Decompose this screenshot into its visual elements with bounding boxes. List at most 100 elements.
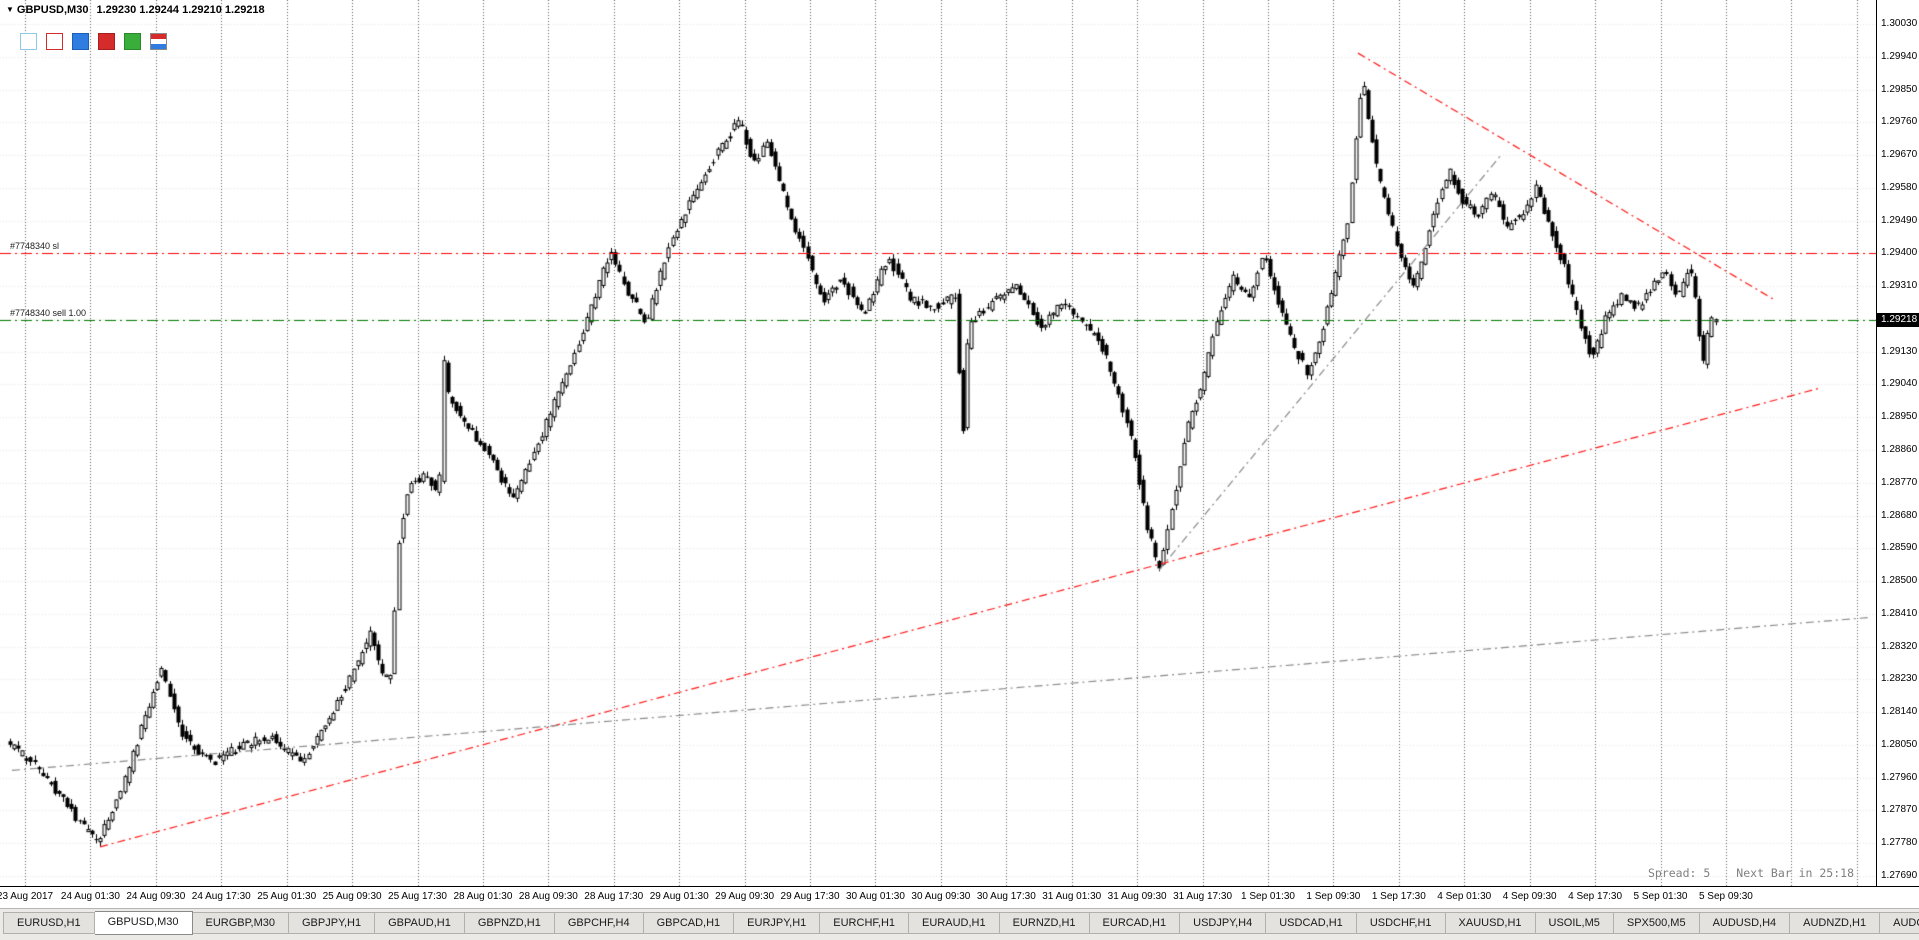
symbol-ohlc-values: 1.29230 1.29244 1.29210 1.29218 [96, 4, 265, 16]
sell-order-line-label[interactable]: #7748340 sell 1.00 [10, 307, 87, 318]
time-axis-label: 1 Sep 17:30 [1371, 891, 1426, 902]
time-axis[interactable]: 23 Aug 2017 24 Aug 01:30 24 Aug 09:30 24 Au… [0, 886, 1919, 908]
price-axis-label: 1.29670 [1881, 149, 1918, 161]
symbol-period-label: GBPUSD,M30 [16, 4, 89, 16]
time-axis-label: 24 Aug 09:30 [126, 891, 186, 902]
price-axis[interactable]: 1.29218 1.30030 1.29940 1.29850 1.29760 1.29… [1876, 0, 1919, 886]
chart-tab-usdjpy-h4[interactable]: USDJPY,H4 [1180, 912, 1267, 934]
chart-tab-eurchf-h1[interactable]: EURCHF,H1 [820, 912, 910, 934]
chart-tab-gbpaud-h1[interactable]: GBPAUD,H1 [375, 912, 465, 934]
chart-tab-usoil-m5[interactable]: USOIL,M5 [1535, 912, 1614, 934]
time-axis-label: 5 Sep 01:30 [1633, 891, 1688, 902]
time-axis-label: 31 Aug 17:30 [1173, 891, 1233, 902]
price-axis-label: 1.29490 [1881, 214, 1918, 226]
swatch-outline-lightblue[interactable] [20, 33, 37, 50]
time-axis-label: 23 Aug 2017 [0, 891, 54, 902]
symbol-marker-icon: ▼ [6, 5, 14, 14]
time-axis-label: 24 Aug 01:30 [60, 891, 120, 902]
time-axis-label: 25 Aug 09:30 [322, 891, 382, 902]
spread-label: Spread: 5 [1647, 866, 1711, 880]
chart-status-bar: Spread: 5 Next Bar in 25:18 [1648, 866, 1854, 880]
chart-tab-bar: EURUSD,H1 GBPUSD,M30 EURGBP,M30 GBPJPY,H1 GB… [0, 908, 1919, 940]
time-axis-label: 4 Sep 09:30 [1502, 891, 1557, 902]
price-axis-label: 1.28050 [1881, 738, 1918, 750]
chart-tab-usdchf-h1[interactable]: USDCHF,H1 [1356, 912, 1446, 934]
chart-tab-audcad-daily[interactable]: AUDCAD,Daily [1880, 912, 1919, 934]
chart-tab-gbpusd-m30[interactable]: GBPUSD,M30 [94, 911, 193, 935]
price-axis-label: 1.28140 [1881, 706, 1918, 718]
price-axis-label: 1.28500 [1881, 575, 1918, 587]
flag-stripe [151, 43, 166, 49]
chart-tab-eurjpy-h1[interactable]: EURJPY,H1 [734, 912, 821, 934]
price-axis-label: 1.28320 [1881, 640, 1918, 652]
chart-tab-euraud-h1[interactable]: EURAUD,H1 [909, 912, 1000, 934]
time-axis-label: 29 Aug 09:30 [715, 891, 775, 902]
price-axis-label: 1.29310 [1881, 280, 1918, 292]
time-axis-label: 1 Sep 01:30 [1241, 891, 1295, 902]
time-axis-label: 30 Aug 01:30 [845, 891, 905, 902]
swatch-red[interactable] [98, 33, 115, 50]
time-axis-label: 31 Aug 01:30 [1042, 891, 1102, 902]
swatch-blue[interactable] [72, 33, 89, 50]
price-axis-label: 1.28590 [1881, 542, 1918, 554]
time-axis-label: 30 Aug 09:30 [911, 891, 971, 902]
time-axis-label: 28 Aug 17:30 [584, 891, 644, 902]
price-axis-label: 1.27690 [1881, 870, 1918, 881]
price-axis-label: 1.29040 [1881, 378, 1918, 390]
stop-loss-line-label[interactable]: #7748340 sl [10, 241, 60, 252]
chart-tab-spx500-m5[interactable]: SPX500,M5 [1613, 912, 1700, 934]
chart-tab-eurcad-h1[interactable]: EURCAD,H1 [1089, 912, 1181, 934]
price-axis-label: 1.29760 [1881, 116, 1918, 128]
price-axis-label: 1.30030 [1881, 18, 1918, 29]
price-axis-label: 1.27870 [1881, 804, 1918, 816]
chart-tab-gbpchf-h4[interactable]: GBPCHF,H4 [554, 912, 644, 934]
chart-tab-gbpnzd-h1[interactable]: GBPNZD,H1 [464, 912, 555, 934]
time-axis-label: 28 Aug 01:30 [453, 891, 513, 902]
chart-tab-gbpcad-h1[interactable]: GBPCAD,H1 [643, 912, 735, 934]
time-axis-label: 30 Aug 17:30 [976, 891, 1036, 902]
price-axis-label: 1.28770 [1881, 476, 1918, 488]
price-axis-label: 1.28860 [1881, 444, 1918, 455]
price-axis-label: 1.28410 [1881, 607, 1918, 619]
time-axis-label: 24 Aug 17:30 [191, 891, 251, 902]
next-bar-countdown: Next Bar in 25:18 [1736, 866, 1854, 880]
swatch-flag[interactable] [150, 33, 167, 50]
chart-symbol-info: ▼ GBPUSD,M30 1.29230 1.29244 1.29210 1.292… [6, 4, 265, 16]
price-axis-label: 1.28950 [1881, 411, 1918, 423]
chart-tab-eurusd-h1[interactable]: EURUSD,H1 [3, 912, 95, 934]
price-axis-label: 1.29580 [1881, 181, 1918, 193]
time-axis-label: 1 Sep 09:30 [1306, 891, 1361, 902]
chart-tab-eurgbp-m30[interactable]: EURGBP,M30 [192, 912, 289, 934]
chart-tab-usdcad-h1[interactable]: USDCAD,H1 [1266, 912, 1357, 934]
chart-tab-gbpjpy-h1[interactable]: GBPJPY,H1 [289, 912, 376, 934]
chart-plot-area: ▼ GBPUSD,M30 1.29230 1.29244 1.29210 1.292… [0, 0, 1876, 886]
price-axis-label: 1.29130 [1881, 345, 1918, 357]
flag-stripe [151, 34, 166, 40]
chart-tab-xauusd-h1[interactable]: XAUUSD,H1 [1445, 912, 1536, 934]
price-axis-label: 1.29400 [1881, 247, 1918, 259]
flag-stripe [151, 38, 166, 45]
time-axis-label: 4 Sep 01:30 [1437, 891, 1492, 902]
chart-toolbar [20, 33, 167, 50]
chart-tab-eurnzd-h1[interactable]: EURNZD,H1 [999, 912, 1090, 934]
price-axis-label: 1.29850 [1881, 83, 1918, 95]
price-axis-label: 1.27960 [1881, 771, 1918, 783]
time-axis-label: 5 Sep 09:30 [1698, 891, 1753, 902]
time-axis-label: 25 Aug 01:30 [257, 891, 317, 902]
time-axis-label: 29 Aug 01:30 [649, 891, 709, 902]
price-axis-label: 1.27780 [1881, 837, 1918, 849]
time-axis-label: 29 Aug 17:30 [780, 891, 840, 902]
price-chart-canvas[interactable] [0, 0, 1876, 886]
time-axis-label: 4 Sep 17:30 [1568, 891, 1623, 902]
price-axis-label: 1.28230 [1881, 673, 1918, 685]
swatch-outline-red[interactable] [46, 33, 63, 50]
chart-tab-audusd-h4[interactable]: AUDUSD,H4 [1699, 912, 1791, 934]
time-axis-label: 31 Aug 09:30 [1107, 891, 1167, 902]
price-axis-label: 1.28680 [1881, 509, 1918, 521]
time-axis-label: 28 Aug 09:30 [518, 891, 578, 902]
swatch-green[interactable] [124, 33, 141, 50]
current-price-box: 1.29218 [1877, 312, 1919, 327]
price-axis-label: 1.29940 [1881, 50, 1918, 62]
chart-tab-audnzd-h1[interactable]: AUDNZD,H1 [1790, 912, 1881, 934]
